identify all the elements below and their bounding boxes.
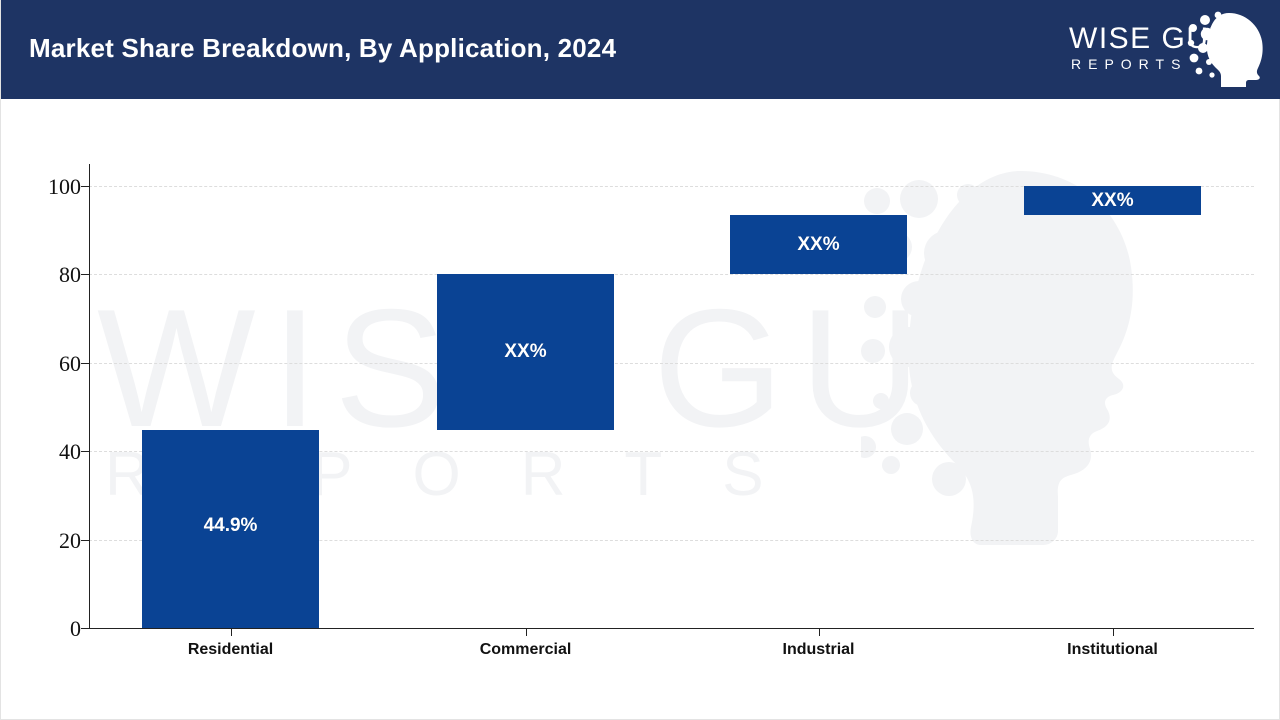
bar-industrial[interactable] — [730, 214, 907, 275]
x-tick-label-residential: Residential — [187, 641, 274, 658]
x-tick-institutional — [1112, 628, 1114, 636]
bar-residential[interactable] — [142, 429, 319, 628]
y-tick-60 — [81, 362, 89, 364]
y-tick-label-20: 20 — [59, 527, 81, 553]
x-tick-label-industrial: Industrial — [782, 641, 855, 658]
y-tick-40 — [81, 451, 89, 453]
x-tick-label-commercial: Commercial — [479, 641, 572, 658]
head-profile-dots-icon — [1187, 11, 1263, 87]
bar-label-institutional: XX% — [1091, 190, 1134, 211]
bar-label-industrial: XX% — [797, 234, 840, 255]
gridline-20 — [89, 539, 1254, 541]
y-tick-label-60: 60 — [59, 350, 81, 376]
watermark-head-icon — [861, 171, 1133, 545]
plot-area: WISE GUY REPORTS — [1, 99, 1280, 720]
y-tick-label-0: 0 — [70, 616, 81, 641]
gridline-40 — [89, 451, 1254, 453]
x-tick-residential — [230, 628, 232, 636]
gridline-80 — [89, 274, 1254, 276]
bar-label-commercial: XX% — [504, 341, 547, 362]
x-axis-spine — [89, 628, 1254, 629]
gridline-60 — [89, 362, 1254, 364]
bar-label-residential: 44.9% — [203, 515, 258, 536]
y-tick-20 — [81, 539, 89, 541]
bar-commercial[interactable] — [437, 274, 614, 430]
y-tick-label-40: 40 — [59, 439, 81, 465]
page-title: Market Share Breakdown, By Application, … — [29, 33, 617, 63]
y-tick-label-100: 100 — [48, 174, 81, 199]
bar-institutional[interactable] — [1024, 186, 1201, 215]
x-tick-label-institutional: Institutional — [1067, 641, 1158, 658]
y-axis-spine — [89, 164, 90, 628]
y-tick-100 — [81, 186, 89, 187]
x-tick-industrial — [818, 628, 820, 636]
header-bar: Market Share Breakdown, By Application, … — [1, 0, 1280, 99]
y-tick-label-80: 80 — [59, 262, 81, 288]
y-tick-80 — [81, 274, 89, 276]
logo-wordmark-secondary: REPORTS — [1071, 56, 1188, 72]
y-tick-0 — [81, 628, 89, 629]
x-tick-commercial — [525, 628, 527, 636]
brand-logo: WISE GUY REPORTS — [1027, 8, 1275, 92]
gridline-100 — [89, 186, 1254, 187]
